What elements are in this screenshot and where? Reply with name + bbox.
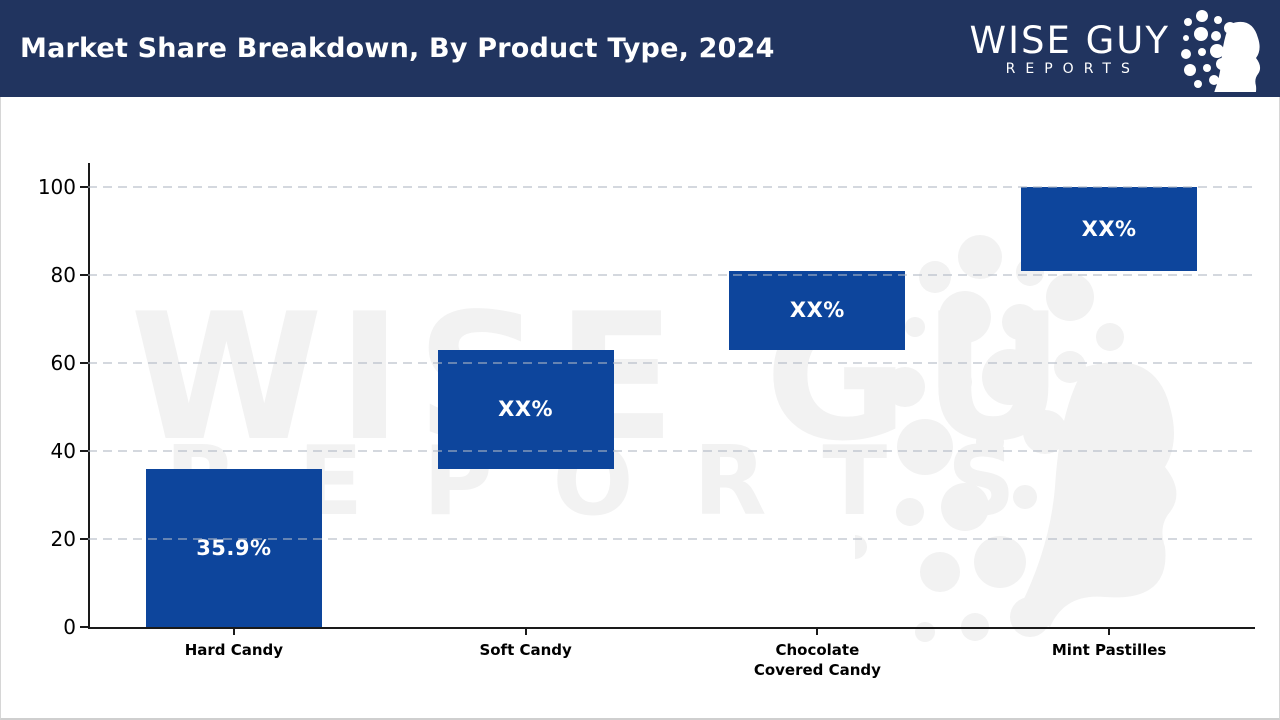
logo-text: WISE GUY REPORTS [970, 22, 1170, 76]
y-tick-label-20: 20 [50, 527, 76, 551]
y-tick-60 [80, 362, 88, 364]
x-axis-line [88, 627, 1255, 629]
bar-value-label: XX% [1081, 216, 1137, 241]
logo-head-dots-icon [1181, 9, 1261, 92]
y-tick-label-100: 100 [37, 175, 76, 199]
y-tick-label-60: 60 [50, 351, 76, 375]
y-axis-line [88, 163, 90, 629]
chart-title: Market Share Breakdown, By Product Type,… [20, 33, 775, 64]
wise-guy-reports-logo: WISE GUY REPORTS [970, 6, 1280, 92]
x-tick-3 [1108, 627, 1111, 635]
gridline-100 [88, 186, 1255, 188]
bar-soft-candy: XX% [437, 349, 614, 470]
header-bar: Market Share Breakdown, By Product Type,… [0, 0, 1280, 97]
gridline-80 [88, 274, 1255, 276]
logo-reports-label: REPORTS [1005, 60, 1140, 77]
y-tick-20 [80, 538, 88, 540]
bar-value-label: XX% [789, 298, 845, 323]
y-tick-label-40: 40 [50, 439, 76, 463]
y-tick-label-0: 0 [63, 615, 76, 639]
bar-hard-candy: 35.9% [145, 469, 322, 627]
x-tick-1 [524, 627, 527, 635]
y-tick-40 [80, 450, 88, 452]
gridline-20 [88, 538, 1255, 540]
category-label-1: Soft Candy [479, 641, 572, 659]
category-label-3: Mint Pastilles [1051, 641, 1167, 659]
gridline-40 [88, 450, 1255, 452]
bar-value-label: XX% [498, 397, 554, 422]
y-tick-label-80: 80 [50, 263, 76, 287]
category-label-0: Hard Candy [184, 641, 284, 659]
bar-value-label: 35.9% [196, 536, 272, 560]
y-tick-100 [80, 186, 88, 188]
bar-chocolate-covered-candy: XX% [729, 270, 906, 350]
gridline-60 [88, 362, 1255, 364]
y-tick-0 [80, 626, 88, 628]
x-tick-0 [232, 627, 235, 635]
category-label-2: Chocolate Covered Candy [753, 641, 881, 680]
y-tick-80 [80, 274, 88, 276]
bar-mint-pastilles: XX% [1021, 187, 1198, 271]
x-tick-2 [816, 627, 819, 635]
logo-wiseguy-label: WISE GUY [969, 18, 1170, 62]
